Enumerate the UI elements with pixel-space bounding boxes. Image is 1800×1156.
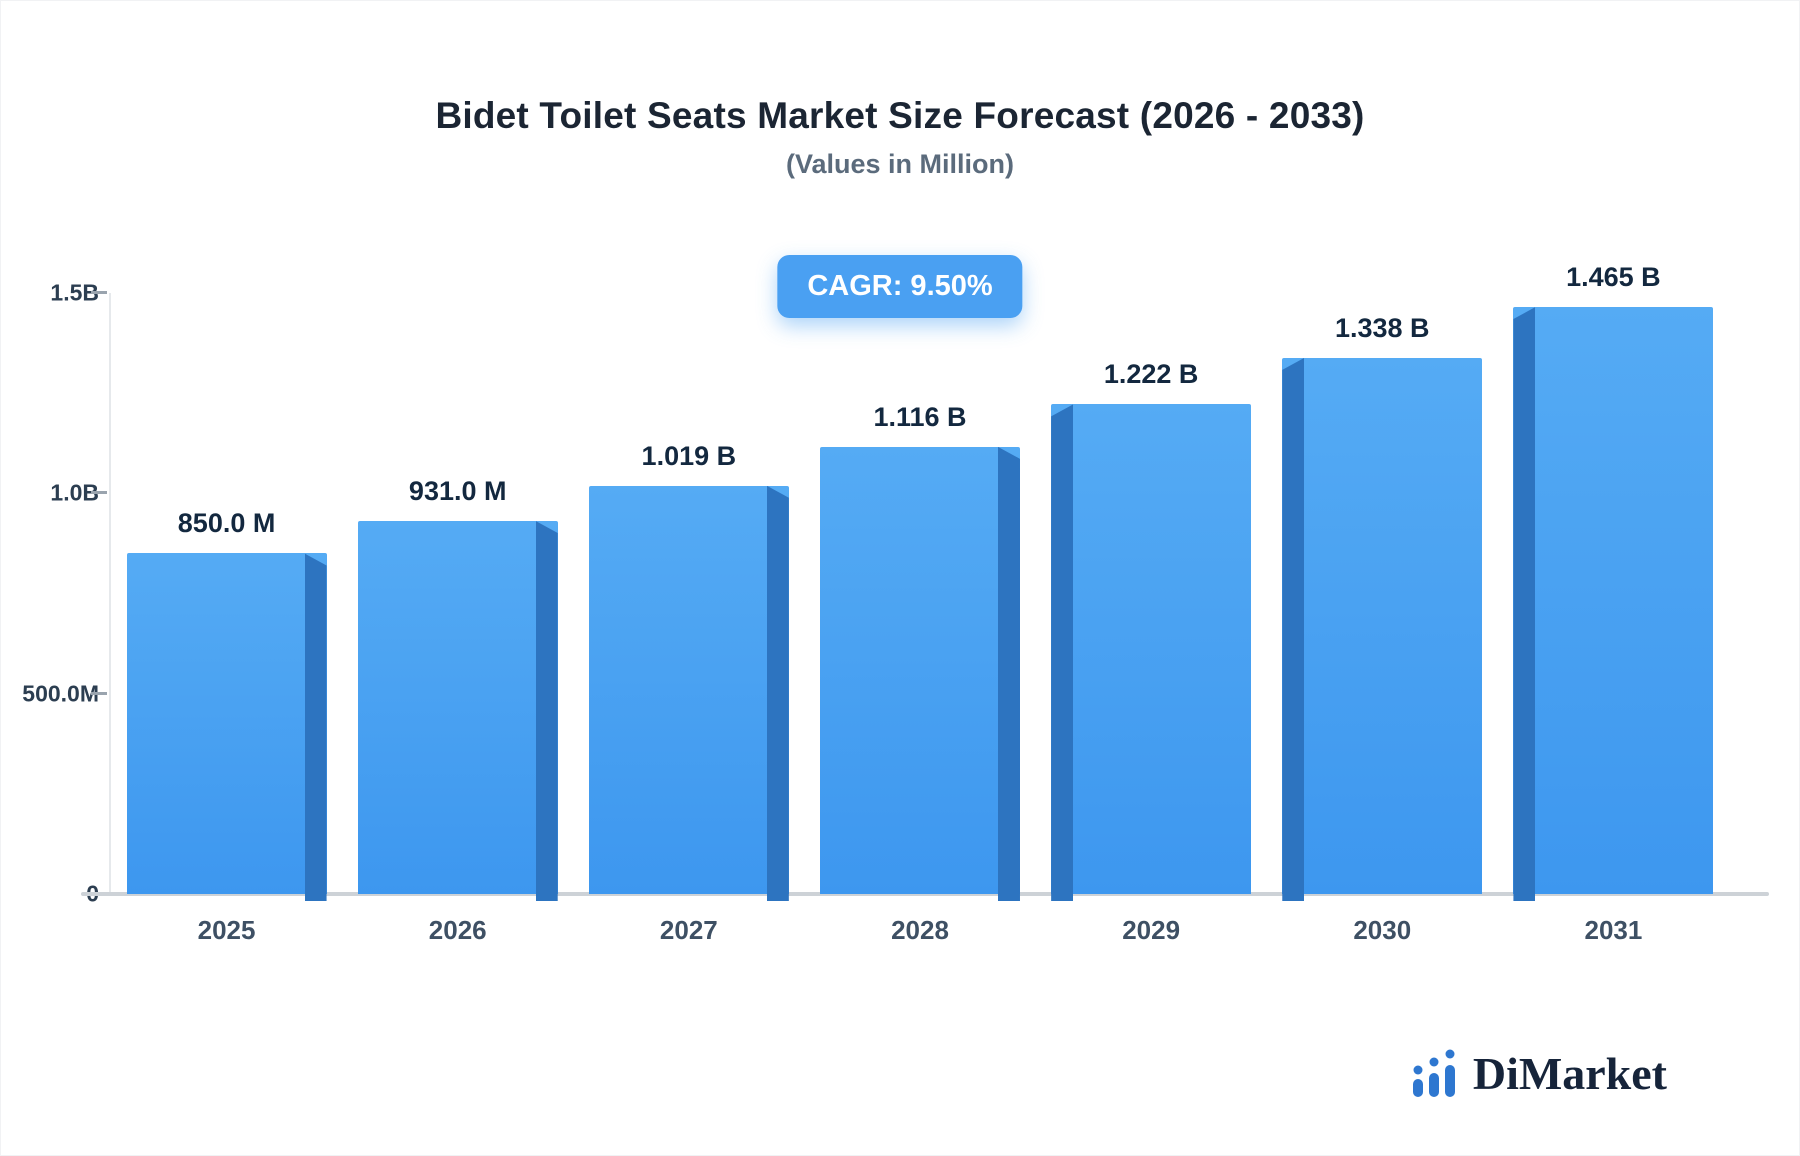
bar-group: 931.0 M 2026: [342, 293, 573, 945]
bar-value-label: 931.0 M: [408, 475, 507, 506]
x-axis-label: 2028: [891, 915, 949, 945]
bar-value-label: 1.465 B: [1566, 262, 1661, 293]
bar-side-face: [1513, 307, 1536, 901]
x-axis-label: 2029: [1122, 915, 1181, 945]
bar-side-face: [535, 520, 558, 901]
x-axis-label: 2025: [197, 915, 256, 945]
bar-group: 1.222 B 2029: [1036, 293, 1267, 945]
bar-value-label: 850.0 M: [177, 508, 276, 539]
bar-side-face: [1282, 357, 1305, 901]
chart-subtitle: (Values in Million): [785, 149, 1015, 179]
y-axis-line: [109, 293, 111, 894]
y-tick-label: 500.0M: [22, 680, 99, 707]
bar: [1513, 307, 1714, 901]
bar: [357, 520, 558, 901]
y-tick-label: 1.5B: [50, 279, 99, 306]
plot-area: 850.0 M 2025 931.0 M 2026 1.019 B 2027 1.116 B…: [22, 262, 1769, 945]
bar: [1051, 404, 1252, 901]
bar: [588, 485, 789, 901]
bar-value-label: 1.116 B: [873, 401, 967, 432]
bar: [1282, 357, 1483, 901]
bar-side-face: [304, 553, 327, 901]
bar-group: 1.116 B 2028: [804, 293, 1035, 945]
bar-side-face: [1051, 404, 1074, 901]
x-axis-label: 2030: [1353, 915, 1412, 945]
y-tick-mark: [91, 291, 107, 294]
y-tick-mark: [91, 691, 107, 695]
bar-value-label: 1.338 B: [1334, 312, 1430, 343]
x-axis-label: 2026: [428, 915, 487, 945]
y-tick-label: 1.0B: [50, 479, 99, 506]
bar-side-face: [997, 446, 1020, 901]
bar: [126, 553, 327, 901]
logo-wordmark: DiMarket: [1472, 1048, 1667, 1099]
bar-chart-icon: [1412, 1049, 1455, 1097]
bar-value-label: 1.019 B: [641, 440, 737, 471]
bar-side-face: [766, 485, 789, 901]
y-tick-mark: [91, 491, 107, 495]
bar-group: 1.019 B 2027: [573, 293, 804, 945]
cagr-badge: CAGR: 9.50%: [777, 255, 1023, 318]
bar-value-label: 1.222 B: [1103, 359, 1199, 390]
x-axis-baseline: [81, 892, 1769, 896]
chart-title: Bidet Toilet Seats Market Size Forecast …: [435, 95, 1365, 136]
bar-group: 1.465 B 2031: [1498, 262, 1729, 945]
x-axis-label: 2031: [1584, 915, 1643, 945]
dimarket-logo: DiMarket: [1409, 1049, 1667, 1097]
bars-row: 850.0 M 2025 931.0 M 2026 1.019 B 2027 1.116 B…: [111, 262, 1729, 945]
bar-group: 850.0 M 2025: [111, 293, 342, 945]
bar-group: 1.338 B 2030: [1267, 293, 1498, 945]
x-axis-label: 2027: [659, 915, 718, 945]
bar: [819, 446, 1020, 901]
